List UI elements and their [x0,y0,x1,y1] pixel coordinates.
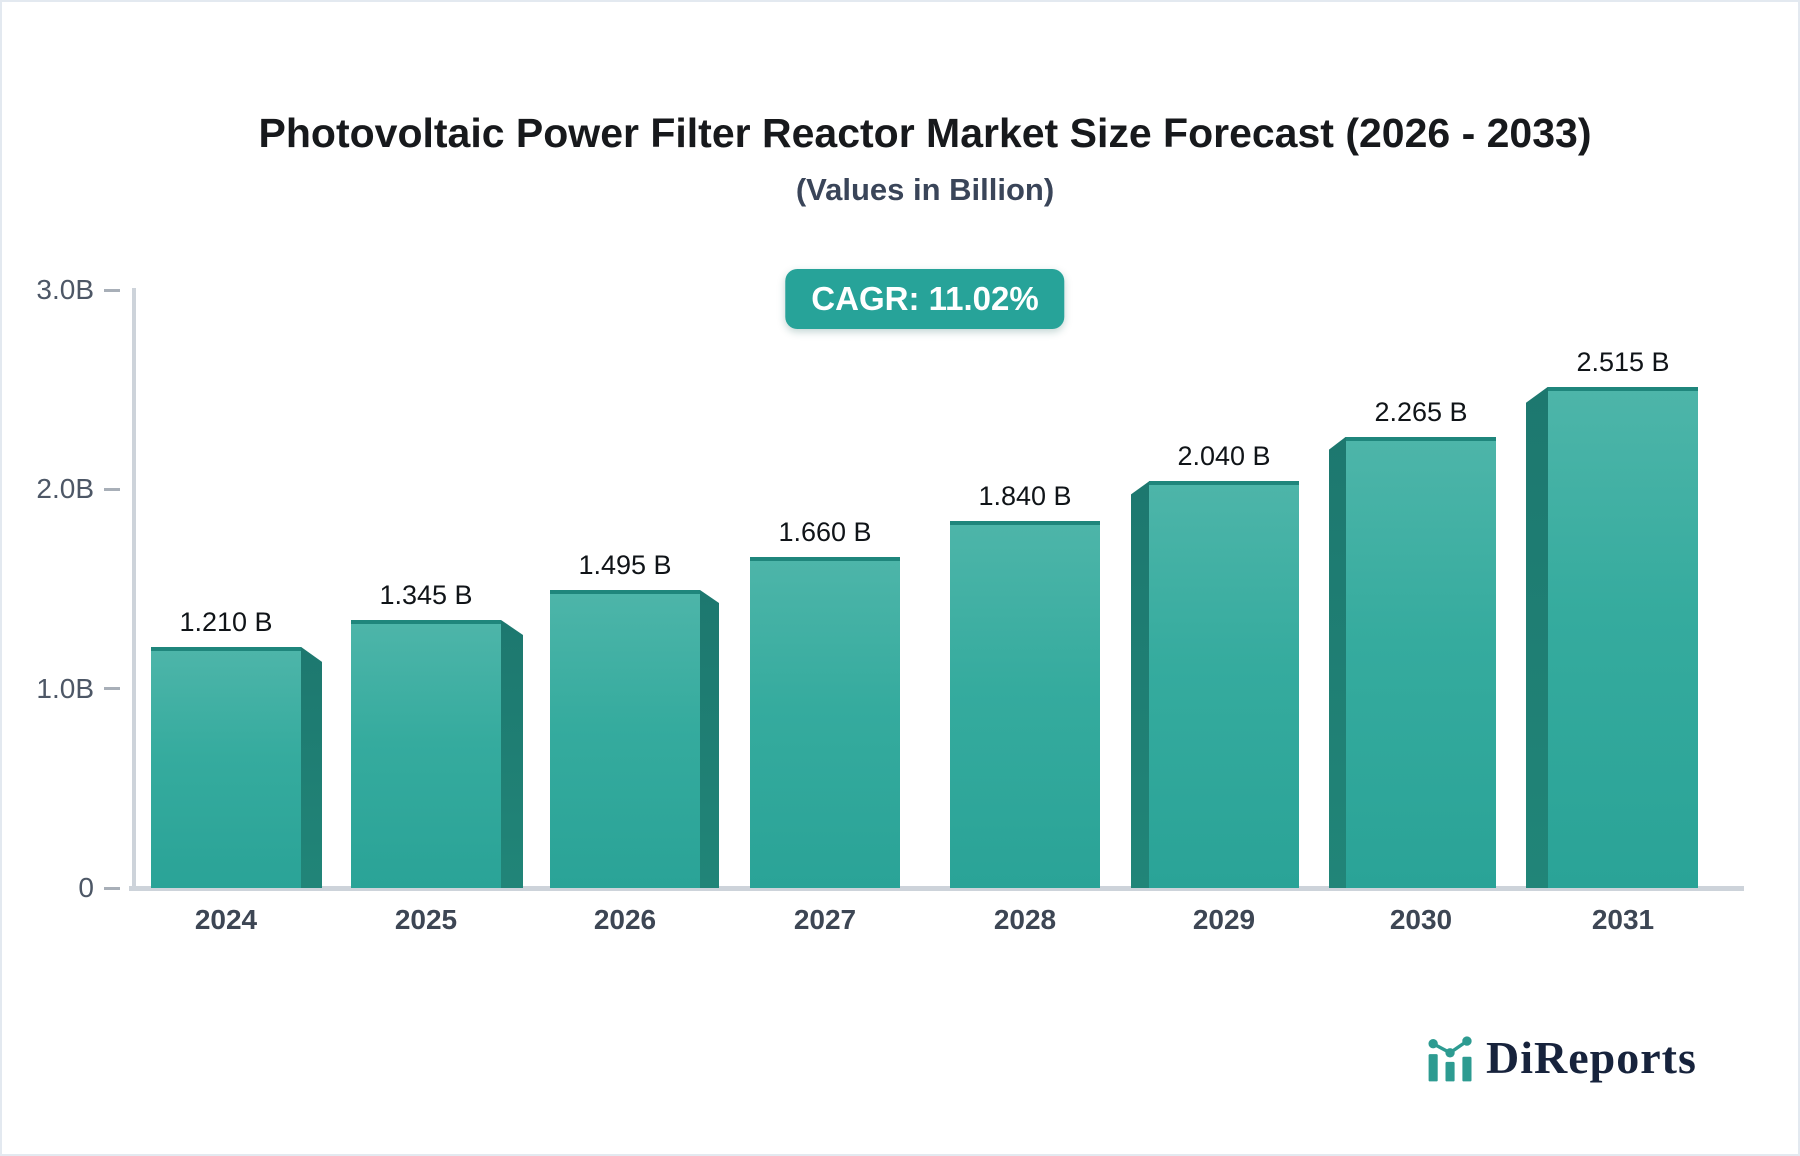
bar-2030-side-face [1329,436,1346,888]
bar-2031-side-face [1526,386,1548,888]
x-axis-label: 2027 [793,904,857,935]
bar-2029-side-face [1131,481,1149,888]
bar-2027 [750,557,900,888]
bar-2024-side-face [301,646,322,888]
cagr-badge: CAGR: 11.02% [785,269,1065,329]
bar-2026-side-face [700,590,719,888]
bar-2024 [151,646,301,888]
bar-2028 [950,521,1100,888]
bar-2030 [1346,436,1496,888]
bar-value-label: 1.345 B [379,579,473,610]
y-tick-dash [104,487,120,491]
y-tick-label: 3.0B [36,274,94,306]
x-axis-label: 2026 [593,904,657,935]
bar-value-label: 1.210 B [179,606,273,637]
x-axis-label: 2025 [394,904,458,935]
x-axis-line [129,886,1744,891]
bar-2029 [1149,481,1299,888]
chart-title: Photovoltaic Power Filter Reactor Market… [258,110,1592,156]
x-axis-label: 2030 [1389,904,1453,935]
y-axis-line [132,288,136,888]
y-tick-label: 0 [78,872,94,903]
bar-2025 [351,619,501,888]
bar-value-label: 1.495 B [578,550,672,581]
bar-2025-side-face [501,619,523,888]
y-tick-dash [104,288,120,292]
chart-subtitle: (Values in Billion) [795,172,1055,207]
bar-2031 [1548,386,1698,888]
x-axis-label: 2029 [1192,904,1256,935]
y-tick-dash [104,687,120,691]
x-axis-label: 2031 [1591,904,1655,935]
y-tick-label: 1.0B [36,672,94,704]
y-tick-label: 2.0B [36,473,94,505]
bar-value-label: 1.660 B [778,517,872,548]
x-axis-label: 2028 [993,904,1057,935]
bar-value-label: 2.265 B [1374,396,1468,427]
logo: DiReports [1426,1032,1697,1084]
logo-text: DiReports [1486,1032,1697,1083]
x-axis-label: 2024 [194,904,258,935]
bar-2026 [550,590,700,888]
bar-value-label: 2.040 B [1177,441,1271,472]
bar-value-label: 1.840 B [978,481,1072,512]
bar-value-label: 2.515 B [1576,346,1670,377]
bar-chart-logo-icon [1428,1036,1472,1082]
y-tick-dash [104,886,120,890]
